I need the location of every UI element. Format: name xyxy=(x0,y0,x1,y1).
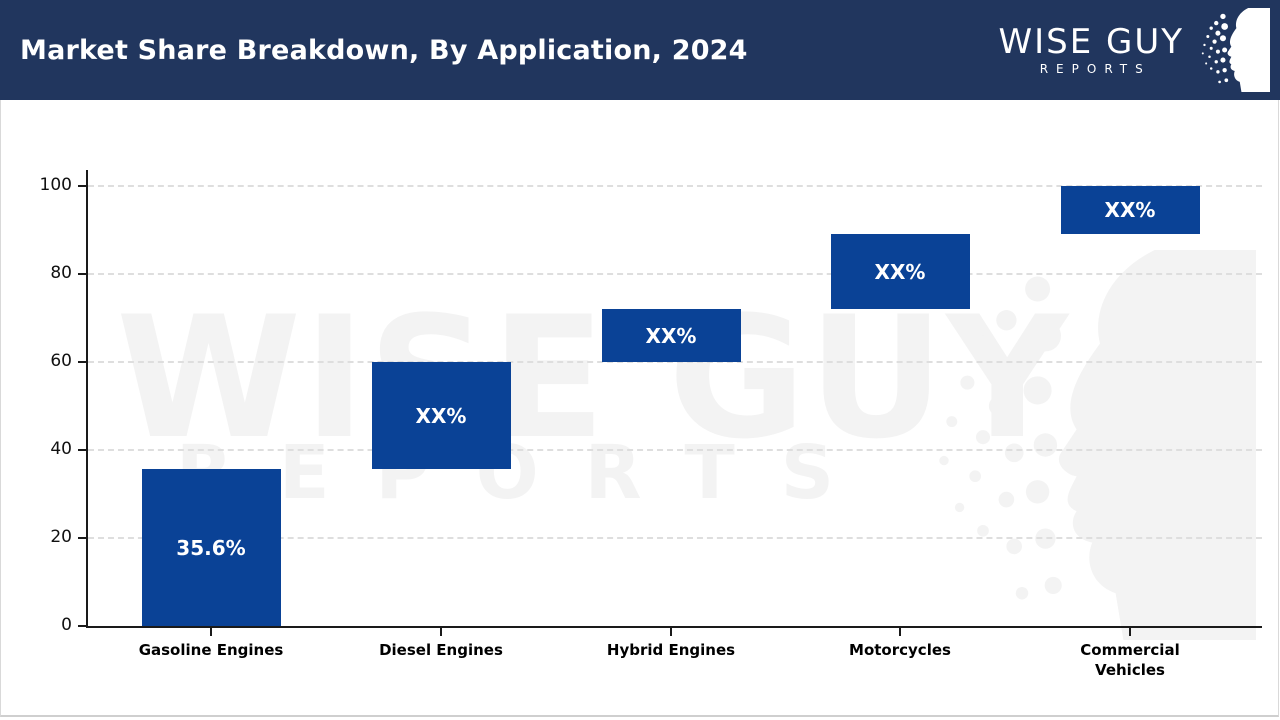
y-tick-mark xyxy=(78,361,86,363)
bar-value-label: 35.6% xyxy=(176,535,246,560)
x-tick-mark xyxy=(1129,628,1131,636)
x-tick-mark xyxy=(210,628,212,636)
bar-hybrid-engines: XX% xyxy=(601,309,741,362)
x-category-label: Gasoline Engines xyxy=(138,641,284,659)
gridline xyxy=(88,185,1262,187)
y-tick-label: 60 xyxy=(50,351,72,371)
bar-value-label: XX% xyxy=(1104,198,1156,223)
gridline xyxy=(88,449,1262,451)
bar-value-label: XX% xyxy=(874,259,926,284)
gridline xyxy=(88,273,1262,275)
header-bar: Market Share Breakdown, By Application, … xyxy=(0,0,1280,100)
y-tick-mark xyxy=(78,185,86,187)
y-tick-mark xyxy=(78,273,86,275)
y-tick-mark xyxy=(78,625,86,627)
logo-wordmark-sub: REPORTS xyxy=(1039,62,1151,76)
bar-value-label: XX% xyxy=(645,323,697,348)
x-category-label: Commercial Vehicles xyxy=(1080,641,1180,680)
y-axis-line xyxy=(86,170,88,628)
x-tick-mark xyxy=(899,628,901,636)
x-axis-line xyxy=(86,626,1262,628)
logo-wordmark-main: WISE GUY xyxy=(998,22,1184,62)
x-category-label: Diesel Engines xyxy=(379,641,503,659)
x-tick-mark xyxy=(670,628,672,636)
y-tick-label: 100 xyxy=(39,175,72,195)
y-tick-label: 20 xyxy=(50,527,72,547)
watermark-face-icon xyxy=(939,250,1256,640)
bar-value-label: XX% xyxy=(415,403,467,428)
y-tick-label: 40 xyxy=(50,439,72,459)
x-tick-mark xyxy=(440,628,442,636)
y-tick-mark xyxy=(78,449,86,451)
bar-gasoline-engines: 35.6% xyxy=(141,469,281,626)
watermark-text-1: WISE GUY xyxy=(116,280,1071,476)
brand-logo: WISE GUY REPORTS xyxy=(998,8,1270,92)
y-tick-mark xyxy=(78,537,86,539)
gridline xyxy=(88,361,1262,363)
y-tick-label: 0 xyxy=(61,615,72,635)
logo-face-icon xyxy=(1201,8,1270,92)
bar-commercial-vehicles: XX% xyxy=(1060,186,1200,235)
x-category-label: Hybrid Engines xyxy=(606,641,736,659)
bar-motorcycles: XX% xyxy=(830,234,970,310)
bar-diesel-engines: XX% xyxy=(371,362,511,470)
logo-wordmark: WISE GUY REPORTS xyxy=(998,25,1184,75)
gridline xyxy=(88,537,1262,539)
x-category-label: Motorcycles xyxy=(849,641,951,659)
y-tick-label: 80 xyxy=(50,263,72,283)
chart-title: Market Share Breakdown, By Application, … xyxy=(20,34,748,66)
